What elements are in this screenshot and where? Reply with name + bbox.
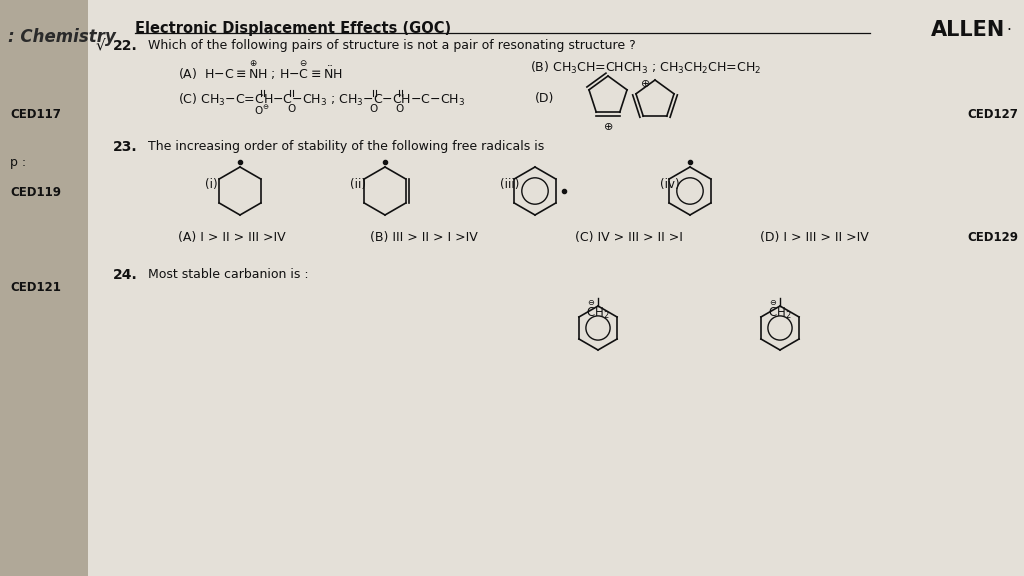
Text: $\overset{\ominus}{\mathrm{C}}$H$_2$: $\overset{\ominus}{\mathrm{C}}$H$_2$	[586, 298, 610, 321]
Text: $\oplus$: $\oplus$	[603, 121, 613, 132]
Text: (iii): (iii)	[500, 178, 519, 191]
Text: (i): (i)	[205, 178, 218, 191]
Text: $\oplus$: $\oplus$	[640, 78, 650, 89]
Text: CED127: CED127	[967, 108, 1018, 121]
Text: ·: ·	[1006, 23, 1011, 38]
Text: 22.: 22.	[113, 39, 138, 53]
Text: (iv): (iv)	[660, 178, 680, 191]
Text: O: O	[287, 104, 295, 114]
Text: 23.: 23.	[113, 140, 137, 154]
Text: CED121: CED121	[10, 281, 60, 294]
Text: The increasing order of stability of the following free radicals is: The increasing order of stability of the…	[148, 140, 544, 153]
Text: ALLEN: ALLEN	[931, 20, 1005, 40]
Text: Most stable carbanion is :: Most stable carbanion is :	[148, 268, 308, 281]
Text: (C) CH$_3$$-$C=CH$-$C$-$CH$_3$ ; CH$_3$$-$C$-$CH$-$C$-$CH$_3$: (C) CH$_3$$-$C=CH$-$C$-$CH$_3$ ; CH$_3$$…	[178, 92, 465, 108]
Text: : Chemistry: : Chemistry	[8, 28, 116, 46]
Text: (A) I > II > III >IV: (A) I > II > III >IV	[178, 231, 286, 244]
Bar	[0, 0, 88, 576]
Text: (ii): (ii)	[350, 178, 366, 191]
Text: √: √	[95, 37, 105, 52]
Text: p :: p :	[10, 156, 27, 169]
Text: Which of the following pairs of structure is not a pair of resonating structure : Which of the following pairs of structur…	[148, 39, 636, 52]
Text: (B) III > II > I >IV: (B) III > II > I >IV	[370, 231, 478, 244]
Text: Electronic Displacement Effects (GOC): Electronic Displacement Effects (GOC)	[135, 21, 452, 36]
Text: (D) I > III > II >IV: (D) I > III > II >IV	[760, 231, 868, 244]
Text: (C) IV > III > II >I: (C) IV > III > II >I	[575, 231, 683, 244]
Text: O$^{\ominus}$: O$^{\ominus}$	[254, 104, 269, 117]
Text: (D): (D)	[535, 92, 554, 105]
Text: 24.: 24.	[113, 268, 138, 282]
Text: CED117: CED117	[10, 108, 60, 121]
Text: O: O	[396, 104, 404, 114]
Text: CED129: CED129	[967, 231, 1018, 244]
Text: (B) CH$_3$CH=CHCH$_3$ ; CH$_3$CH$_2$CH=CH$_2$: (B) CH$_3$CH=CHCH$_3$ ; CH$_3$CH$_2$CH=C…	[530, 60, 761, 76]
Text: (A)  H$-$C$\equiv$$\overset{\oplus}{\mathrm{N}}$H ; H$-$$\overset{\ominus}{\math: (A) H$-$C$\equiv$$\overset{\oplus}{\math…	[178, 60, 343, 82]
Text: $\overset{\ominus}{\mathrm{C}}$H$_2$: $\overset{\ominus}{\mathrm{C}}$H$_2$	[768, 298, 792, 321]
Text: CED119: CED119	[10, 186, 61, 199]
Text: O: O	[370, 104, 378, 114]
